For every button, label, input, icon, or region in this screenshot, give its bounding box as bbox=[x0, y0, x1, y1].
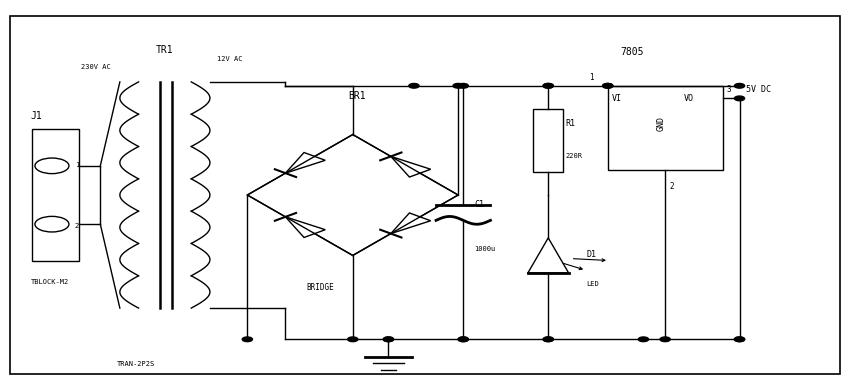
Text: D1: D1 bbox=[586, 250, 597, 259]
Text: LED: LED bbox=[586, 281, 599, 287]
Bar bbox=[534, 109, 563, 172]
Circle shape bbox=[453, 83, 463, 88]
Text: 230V AC: 230V AC bbox=[81, 64, 110, 70]
Circle shape bbox=[734, 83, 745, 88]
Circle shape bbox=[348, 337, 358, 342]
Circle shape bbox=[734, 337, 745, 342]
Circle shape bbox=[660, 337, 670, 342]
Circle shape bbox=[543, 337, 553, 342]
Text: VI: VI bbox=[612, 94, 622, 103]
Text: 1: 1 bbox=[75, 163, 79, 168]
Circle shape bbox=[734, 337, 745, 342]
Text: GND: GND bbox=[656, 116, 666, 131]
Text: TR1: TR1 bbox=[156, 44, 173, 55]
Text: BRIDGE: BRIDGE bbox=[306, 284, 334, 292]
Circle shape bbox=[603, 83, 613, 88]
Text: 1: 1 bbox=[589, 73, 593, 82]
Text: TRAN-2P2S: TRAN-2P2S bbox=[117, 361, 156, 367]
Circle shape bbox=[603, 83, 613, 88]
Circle shape bbox=[638, 337, 649, 342]
Circle shape bbox=[383, 337, 394, 342]
Bar bbox=[32, 129, 79, 261]
Circle shape bbox=[734, 96, 745, 101]
Circle shape bbox=[543, 83, 553, 88]
Circle shape bbox=[383, 337, 394, 342]
Text: BR1: BR1 bbox=[348, 91, 366, 101]
Circle shape bbox=[543, 83, 553, 88]
Text: 2: 2 bbox=[75, 223, 79, 229]
Text: 1000u: 1000u bbox=[474, 246, 496, 252]
Text: R1: R1 bbox=[565, 119, 575, 128]
Text: VO: VO bbox=[684, 94, 694, 103]
Text: J1: J1 bbox=[31, 111, 42, 121]
Circle shape bbox=[543, 337, 553, 342]
Text: 220R: 220R bbox=[565, 153, 582, 159]
Circle shape bbox=[409, 83, 419, 88]
Text: 12V AC: 12V AC bbox=[217, 57, 242, 62]
Bar bbox=[608, 86, 722, 170]
Text: 2: 2 bbox=[670, 182, 674, 191]
Circle shape bbox=[242, 337, 252, 342]
Text: TBLOCK-M2: TBLOCK-M2 bbox=[31, 279, 69, 285]
Circle shape bbox=[458, 337, 468, 342]
Text: C1: C1 bbox=[474, 200, 484, 209]
Text: 7805: 7805 bbox=[620, 46, 644, 57]
Circle shape bbox=[458, 337, 468, 342]
Text: 3: 3 bbox=[727, 85, 731, 94]
Text: 5V DC: 5V DC bbox=[746, 85, 771, 94]
Circle shape bbox=[458, 83, 468, 88]
